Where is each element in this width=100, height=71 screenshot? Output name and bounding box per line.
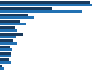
Bar bbox=[0, 14, 28, 16]
Bar bbox=[0, 48, 12, 51]
Bar bbox=[0, 36, 16, 38]
Bar bbox=[0, 67, 4, 70]
Bar bbox=[0, 65, 2, 67]
Bar bbox=[0, 4, 92, 6]
Bar bbox=[0, 55, 11, 57]
Bar bbox=[0, 52, 11, 55]
Bar bbox=[0, 7, 52, 10]
Bar bbox=[0, 46, 10, 48]
Bar bbox=[0, 16, 34, 19]
Bar bbox=[0, 10, 82, 13]
Bar bbox=[0, 26, 15, 29]
Bar bbox=[0, 61, 11, 64]
Bar bbox=[0, 58, 9, 61]
Bar bbox=[0, 20, 20, 23]
Bar bbox=[0, 33, 23, 36]
Bar bbox=[0, 23, 26, 25]
Bar bbox=[0, 39, 13, 42]
Bar bbox=[0, 42, 17, 45]
Bar bbox=[0, 29, 17, 32]
Bar bbox=[0, 1, 90, 4]
